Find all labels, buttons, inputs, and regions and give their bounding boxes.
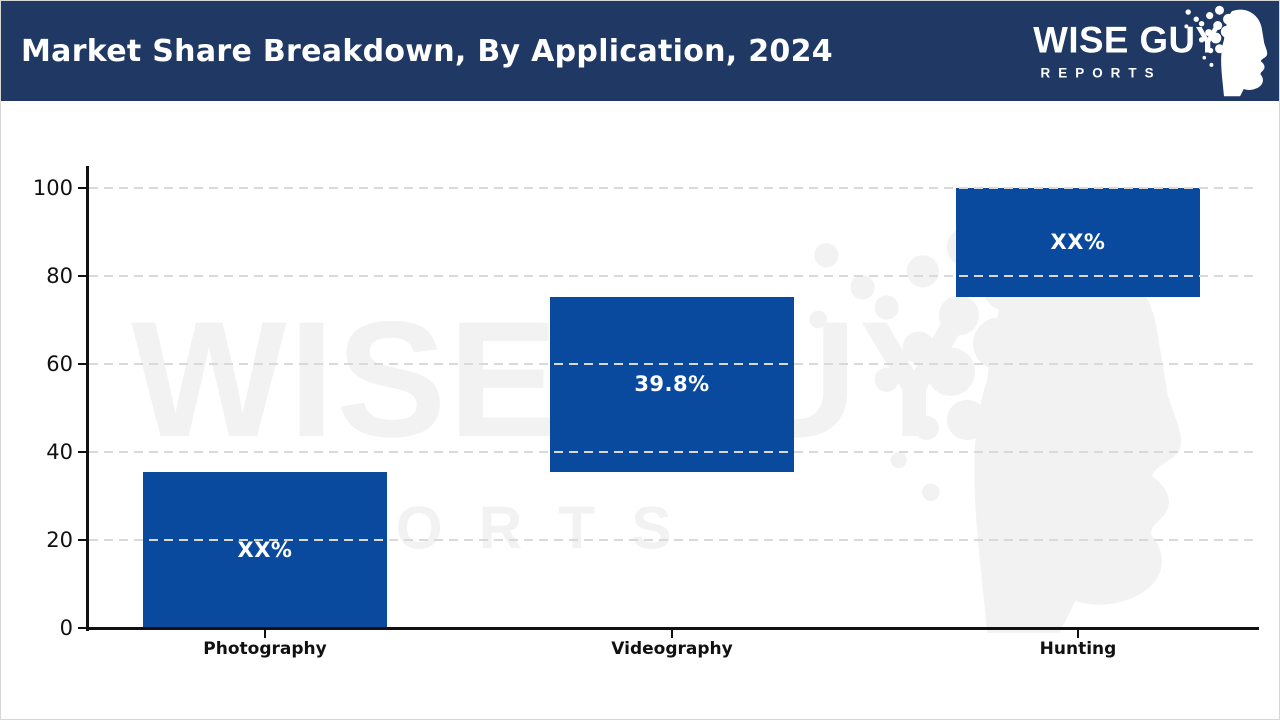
- wiseguy-logo: WISE GUY REPORTS: [1033, 5, 1268, 97]
- y-axis-tick: [78, 187, 86, 189]
- x-axis-tick: [671, 630, 673, 638]
- gridline: [89, 187, 1259, 189]
- gridline: [89, 451, 1259, 453]
- y-tick-label: 0: [59, 616, 73, 640]
- bar-hunting: XX%: [956, 188, 1200, 297]
- logo-subtext: REPORTS: [1040, 65, 1161, 80]
- x-tick-label-videography: Videography: [611, 639, 733, 659]
- bar-value-label: 39.8%: [634, 372, 710, 397]
- bar-value-label: XX%: [237, 537, 293, 562]
- y-tick-label: 80: [46, 264, 73, 288]
- y-tick-label: 100: [32, 176, 73, 200]
- y-axis-line: [86, 166, 89, 631]
- bar-videography: 39.8%: [550, 296, 794, 472]
- x-axis-tick: [1077, 630, 1079, 638]
- x-tick-label-photography: Photography: [203, 639, 327, 659]
- y-axis-tick: [78, 627, 86, 629]
- y-tick-label: 40: [46, 440, 73, 464]
- y-axis-tick: [78, 539, 86, 541]
- y-axis-tick: [78, 451, 86, 453]
- bar-photography: XX%: [143, 471, 387, 628]
- y-axis-tick: [78, 363, 86, 365]
- bar-value-label: XX%: [1050, 230, 1106, 255]
- page-title: Market Share Breakdown, By Application, …: [21, 33, 833, 69]
- plot-area: 0 20 40 60 80 100 XX% 39.8% XX% Photography Videog…: [1, 101, 1279, 719]
- gridline: [89, 363, 1259, 365]
- logo-wordmark: WISE GUY: [1033, 19, 1220, 60]
- y-tick-label: 20: [46, 528, 73, 552]
- x-axis-line: [86, 627, 1259, 630]
- y-tick-label: 60: [46, 352, 73, 376]
- dotted-face-icon: [1184, 5, 1268, 97]
- gridline: [89, 539, 1259, 541]
- x-axis-tick: [264, 630, 266, 638]
- y-axis-tick: [78, 275, 86, 277]
- x-tick-label-hunting: Hunting: [1039, 639, 1117, 659]
- header-bar: Market Share Breakdown, By Application, …: [1, 1, 1279, 101]
- gridline: [89, 275, 1259, 277]
